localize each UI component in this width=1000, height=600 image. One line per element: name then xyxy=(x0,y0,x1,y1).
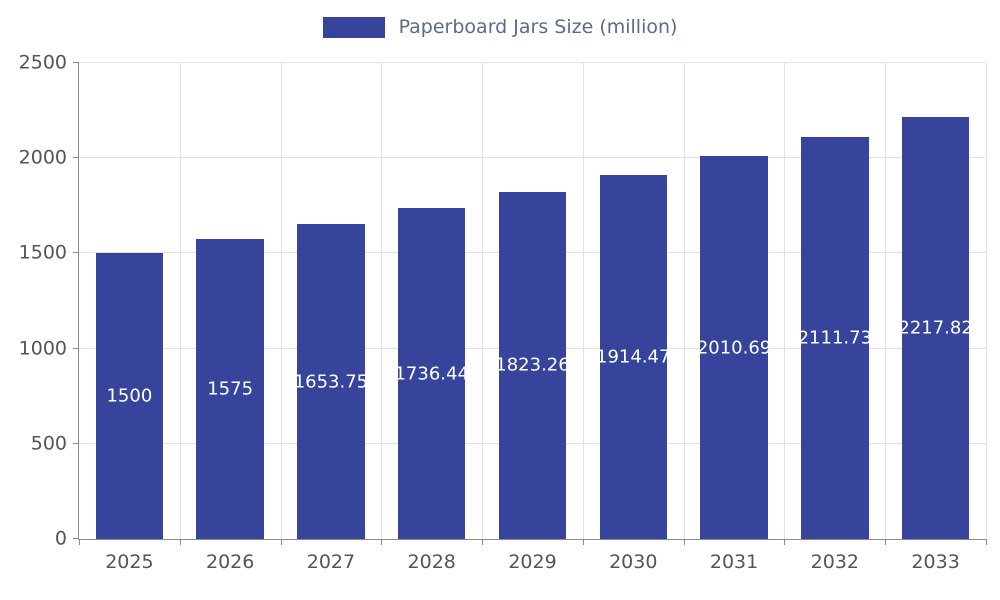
x-axis-tick-mark xyxy=(582,539,584,545)
y-axis-tick-mark xyxy=(73,157,79,159)
category-slot: 2111.73 xyxy=(784,63,885,539)
v-gridline xyxy=(683,63,685,539)
bar: 1653.75 xyxy=(293,224,369,539)
bar: 1500 xyxy=(95,253,164,539)
x-axis-tick-mark xyxy=(179,539,181,545)
y-axis-tick-mark xyxy=(73,62,79,63)
h-gridline xyxy=(79,157,986,159)
y-axis-tick-mark xyxy=(73,347,79,349)
category-slot: 1500 xyxy=(79,63,180,539)
x-axis-tick-label: 2027 xyxy=(306,551,356,573)
v-gridline xyxy=(381,63,383,539)
y-axis-tick-label: 0 xyxy=(54,527,67,550)
plot-area: 0 500 1000 1500 2000 2500 2025 1500 2026 1575 2027… xyxy=(19,53,987,572)
v-gridline xyxy=(179,63,181,539)
bar-value-label: 2111.73 xyxy=(797,327,873,349)
category-slot: 1823.26 xyxy=(482,63,583,539)
v-gridline xyxy=(280,63,282,539)
v-gridline xyxy=(784,63,786,539)
x-axis-tick-label: 2031 xyxy=(709,551,759,573)
y-axis-tick-mark xyxy=(73,538,79,539)
x-axis-tick-mark xyxy=(683,539,685,545)
bar-value-label: 1500 xyxy=(106,385,153,407)
x-axis-tick-label: 2032 xyxy=(810,551,860,573)
bar-value-label: 1653.75 xyxy=(293,371,369,393)
x-axis-tick-label: 2030 xyxy=(609,551,658,573)
category-slot: 1575 xyxy=(180,63,281,539)
x-axis-tick-mark xyxy=(280,539,282,545)
y-axis-tick-mark xyxy=(73,252,79,254)
bar-value-label: 1823.26 xyxy=(495,354,570,376)
category-slot: 2010.69 xyxy=(684,63,785,539)
v-gridline xyxy=(482,63,484,539)
bar-value-label: 2217.82 xyxy=(898,317,973,339)
bar: 1823.26 xyxy=(495,191,570,539)
x-axis-tick-label: 2028 xyxy=(407,551,456,573)
bar: 2111.73 xyxy=(797,136,873,539)
legend[interactable]: Paperboard Jars Size (million) xyxy=(0,16,1000,38)
x-axis-tick-mark xyxy=(79,539,80,545)
x-axis-tick-label: 2026 xyxy=(205,551,255,573)
bar: 1736.44 xyxy=(394,208,469,539)
bar: 1575 xyxy=(196,239,264,539)
bar-value-label: 1914.47 xyxy=(596,346,671,368)
legend-label: Paperboard Jars Size (million) xyxy=(398,16,678,38)
v-gridline xyxy=(885,63,887,539)
bar-value-label: 1736.44 xyxy=(394,363,469,385)
x-axis-tick-mark xyxy=(986,539,987,545)
h-gridline xyxy=(79,62,986,63)
x-axis-tick-mark xyxy=(482,539,484,545)
category-slot: 2217.82 xyxy=(885,63,986,539)
category-slot: 1653.75 xyxy=(281,63,382,539)
category-slot: 1914.47 xyxy=(583,63,684,539)
v-gridline xyxy=(582,63,584,539)
x-axis-tick-mark xyxy=(885,539,887,545)
y-axis-tick-label: 500 xyxy=(30,432,67,455)
x-axis-tick-mark xyxy=(784,539,786,545)
y-axis-tick-label: 2000 xyxy=(18,146,67,169)
bar: 2217.82 xyxy=(898,116,973,539)
x-axis-tick-mark xyxy=(381,539,383,545)
x-axis-tick-label: 2029 xyxy=(508,551,557,573)
category-slot: 1736.44 xyxy=(381,63,482,539)
y-axis-tick-label: 2500 xyxy=(18,51,67,74)
y-axis-tick-label: 1500 xyxy=(18,241,67,264)
legend-swatch-icon xyxy=(322,16,385,38)
bar: 1914.47 xyxy=(596,174,670,539)
y-axis-tick-mark xyxy=(73,442,79,444)
v-gridline xyxy=(986,63,987,539)
bar-value-label: 1575 xyxy=(207,378,254,400)
x-axis-tick-label: 2025 xyxy=(105,551,154,573)
bar: 2010.69 xyxy=(696,156,772,539)
bar-value-label: 2010.69 xyxy=(696,337,772,359)
x-axis-tick-label: 2033 xyxy=(911,551,960,573)
y-axis-tick-label: 1000 xyxy=(18,337,67,360)
